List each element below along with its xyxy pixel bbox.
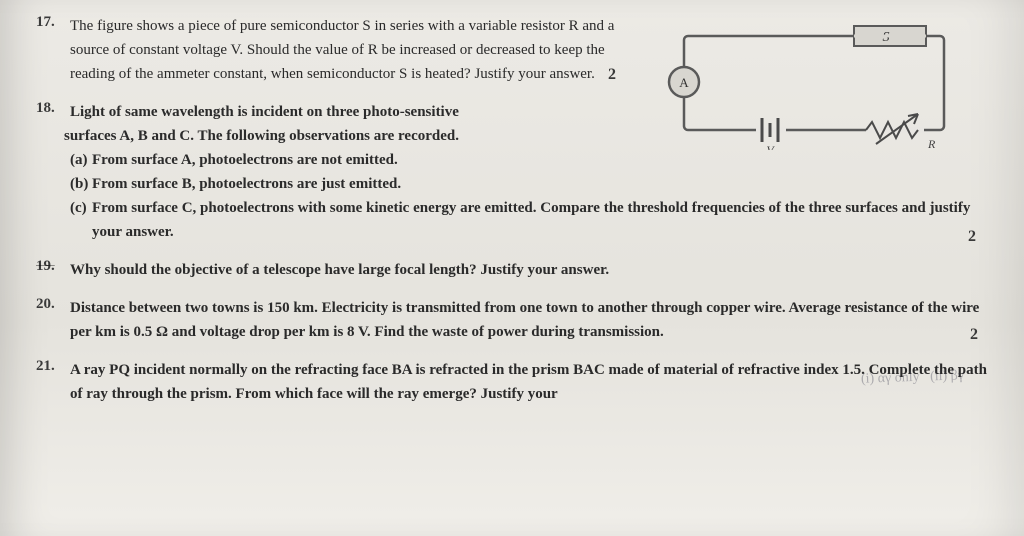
q17-marks: 2	[608, 66, 616, 84]
q21-text: A ray PQ incident normally on the refrac…	[70, 362, 987, 402]
q20-text: Distance between two towns is 150 km. El…	[70, 300, 979, 340]
q20-number: 20.	[36, 296, 55, 313]
question-18: 18. Light of same wavelength is incident…	[42, 100, 996, 244]
question-19: 19. Why should the objective of a telesc…	[42, 258, 996, 282]
q18-b-label: (b)	[70, 172, 88, 196]
q18-option-a: (a) From surface A, photoelectrons are n…	[92, 148, 996, 172]
q19-number: 19.	[36, 258, 55, 275]
q18-number: 18.	[36, 100, 55, 117]
q17-text: The figure shows a piece of pure semicon…	[70, 14, 630, 86]
q21-number: 21.	[36, 358, 55, 375]
question-17: 17. The figure shows a piece of pure sem…	[42, 14, 996, 86]
exam-page: 17. The figure shows a piece of pure sem…	[0, 0, 1024, 536]
q18-c-text: From surface C, photoelectrons with some…	[92, 200, 970, 240]
q18-intro1: Light of same wavelength is incident on …	[70, 100, 996, 124]
q18-option-c: (c) From surface C, photoelectrons with …	[92, 196, 996, 244]
question-20: 20. Distance between two towns is 150 km…	[42, 296, 996, 344]
q18-intro2: surfaces A, B and C. The following obser…	[64, 124, 996, 148]
q18-a-text: From surface A, photoelectrons are not e…	[92, 152, 398, 168]
q18-a-label: (a)	[70, 148, 88, 172]
q19-body: Why should the objective of a telescope …	[70, 258, 996, 282]
q18-option-b: (b) From surface B, photoelectrons are j…	[92, 172, 996, 196]
smudge-2: (ii) βγ	[930, 368, 964, 384]
q18-marks: 2	[968, 228, 976, 246]
q18-c-label: (c)	[70, 196, 87, 220]
q19-text: Why should the objective of a telescope …	[70, 262, 609, 278]
q17-number: 17.	[36, 14, 55, 31]
smudge-1: (i) αγ only	[861, 370, 920, 387]
q17-body: The figure shows a piece of pure semicon…	[70, 14, 630, 86]
q18-body: Light of same wavelength is incident on …	[70, 100, 996, 244]
q21-body: A ray PQ incident normally on the refrac…	[70, 358, 996, 406]
ammeter-label: A	[679, 75, 689, 90]
q18-b-text: From surface B, photoelectrons are just …	[92, 176, 401, 192]
question-21: 21. A ray PQ incident normally on the re…	[42, 358, 996, 406]
q20-body: Distance between two towns is 150 km. El…	[70, 296, 996, 344]
q20-marks: 2	[970, 326, 978, 344]
